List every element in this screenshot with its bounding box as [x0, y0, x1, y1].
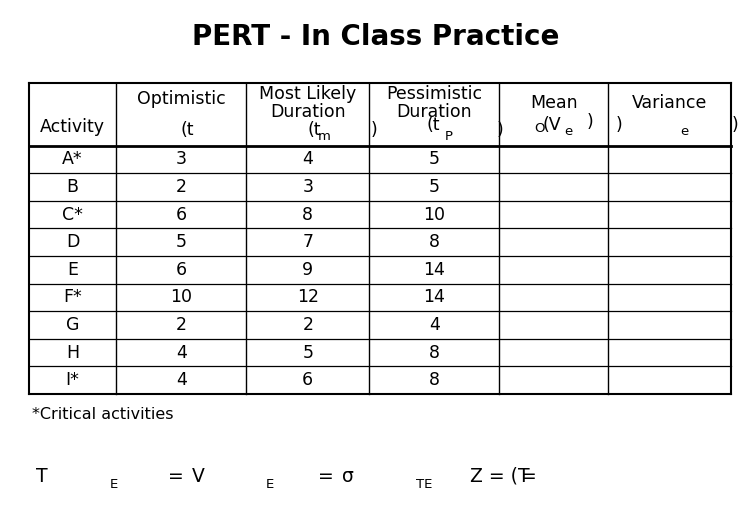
Text: ): ) [370, 121, 377, 139]
Text: G: G [65, 316, 79, 334]
Text: 5: 5 [176, 233, 186, 251]
Text: 14: 14 [423, 261, 445, 279]
Text: 4: 4 [429, 316, 440, 334]
Text: e: e [680, 125, 688, 138]
Text: 12: 12 [297, 288, 319, 306]
Text: 5: 5 [429, 150, 440, 168]
Text: 5: 5 [429, 178, 440, 196]
Text: 8: 8 [302, 205, 314, 224]
Text: F*: F* [63, 288, 82, 306]
Text: ): ) [496, 121, 503, 139]
Text: Duration: Duration [270, 103, 346, 121]
Text: *Critical activities: *Critical activities [32, 407, 174, 422]
Text: O: O [535, 122, 545, 135]
Text: 4: 4 [302, 150, 313, 168]
Text: 3: 3 [176, 150, 186, 168]
Text: V: V [192, 467, 205, 486]
Text: ): ) [616, 116, 623, 134]
Text: 7: 7 [302, 233, 314, 251]
Text: Z = (T: Z = (T [470, 467, 529, 486]
Text: PERT - In Class Practice: PERT - In Class Practice [193, 23, 559, 51]
Text: 6: 6 [176, 205, 187, 224]
Text: Pessimistic: Pessimistic [386, 85, 482, 103]
Text: 2: 2 [176, 178, 186, 196]
Text: (t: (t [308, 121, 321, 139]
Text: Optimistic: Optimistic [137, 90, 226, 108]
Text: T: T [36, 467, 47, 486]
Text: Mean: Mean [529, 94, 578, 112]
Text: 8: 8 [429, 233, 440, 251]
Text: 3: 3 [302, 178, 314, 196]
Text: 5: 5 [302, 344, 314, 362]
Text: 10: 10 [423, 205, 445, 224]
Text: E: E [266, 478, 274, 491]
Text: 9: 9 [302, 261, 314, 279]
Text: σ: σ [342, 467, 354, 486]
Text: E: E [111, 478, 119, 491]
Text: Duration: Duration [396, 103, 472, 121]
Text: I*: I* [65, 371, 80, 389]
Text: 4: 4 [176, 344, 186, 362]
Text: Variance: Variance [632, 94, 707, 112]
Text: A*: A* [62, 150, 83, 168]
Text: m: m [318, 130, 331, 143]
Text: Most Likely: Most Likely [259, 85, 356, 103]
Text: =: = [520, 467, 536, 486]
Text: 6: 6 [302, 371, 314, 389]
Text: 2: 2 [302, 316, 314, 334]
Text: 8: 8 [429, 344, 440, 362]
Text: P: P [444, 130, 453, 143]
Text: Activity: Activity [40, 118, 105, 136]
Text: H: H [66, 344, 79, 362]
Text: 14: 14 [423, 288, 445, 306]
Text: 10: 10 [171, 288, 193, 306]
Text: (t: (t [180, 121, 194, 139]
Text: (V: (V [542, 116, 561, 134]
Text: (t: (t [426, 116, 440, 134]
Text: E: E [67, 261, 78, 279]
Text: ): ) [732, 116, 738, 134]
Text: D: D [65, 233, 79, 251]
Text: e: e [564, 125, 572, 138]
Text: TE: TE [417, 478, 432, 491]
Text: 4: 4 [176, 371, 186, 389]
Text: ): ) [587, 113, 593, 131]
Text: B: B [66, 178, 78, 196]
Text: C*: C* [62, 205, 83, 224]
Text: =: = [162, 467, 184, 486]
Text: =: = [318, 467, 334, 486]
Text: 8: 8 [429, 371, 440, 389]
Text: 2: 2 [176, 316, 186, 334]
Text: 6: 6 [176, 261, 187, 279]
